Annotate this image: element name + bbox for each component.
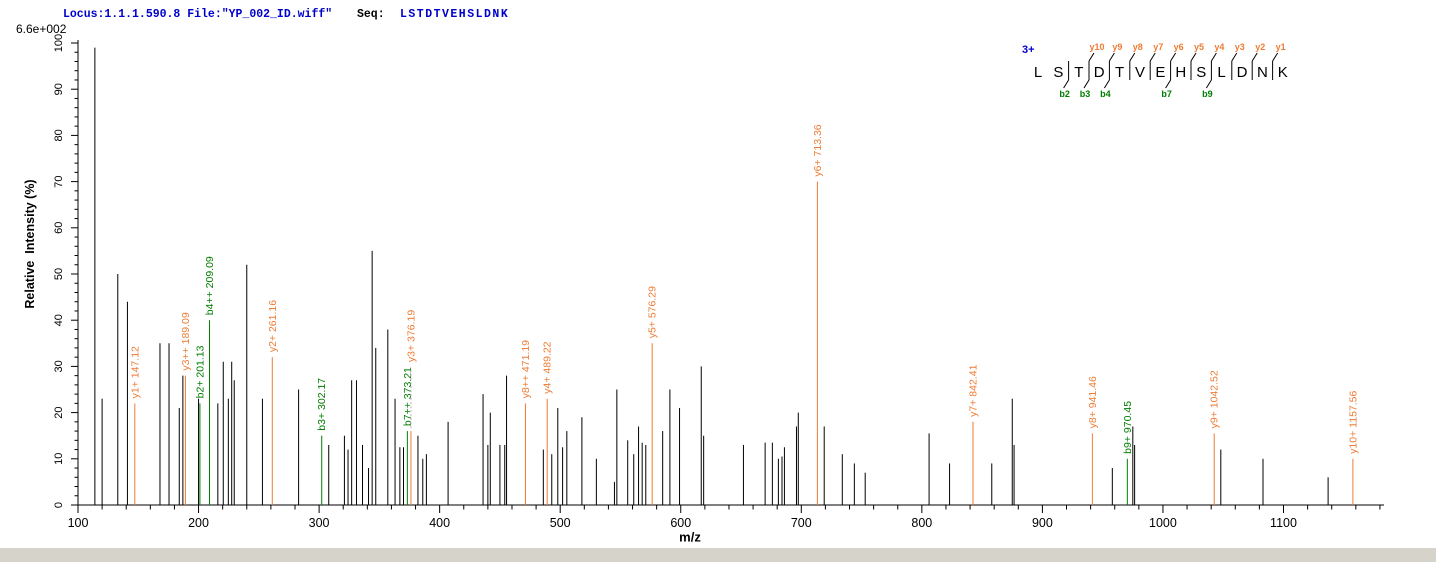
- fragment-mark-y-diagonal: [1088, 52, 1095, 62]
- fragment-mark-y-diagonal: [1231, 52, 1238, 62]
- peak-label-y7+: y7+ 842.41: [967, 364, 979, 416]
- fragment-mark-b-diagonal: [1063, 79, 1070, 89]
- fragment-mark-y-diagonal: [1149, 52, 1156, 62]
- peak-label-b7++: b7++ 373.21: [402, 367, 414, 426]
- b-ion-label: b4: [1100, 89, 1111, 99]
- fragment-mark-y-diagonal: [1108, 52, 1115, 62]
- peak-label-y3++: y3++ 189.09: [180, 312, 192, 371]
- y-tick-label: 90: [53, 83, 65, 95]
- residue-letter: L: [1034, 64, 1042, 81]
- x-tick-label: 600: [670, 516, 691, 530]
- fragment-mark-b-diagonal: [1083, 79, 1090, 89]
- residue-letter: L: [1217, 64, 1225, 81]
- fragment-mark-y-diagonal: [1210, 52, 1217, 62]
- seq-value: LSTDTVEHSLDNK: [400, 8, 510, 21]
- peak-label-y4+: y4+ 489.22: [542, 341, 554, 393]
- fragment-mark-b-diagonal: [1103, 79, 1110, 89]
- x-tick-label: 500: [550, 516, 571, 530]
- residue-letter: K: [1278, 64, 1288, 81]
- residue-letter: V: [1135, 64, 1145, 81]
- residue-letter: D: [1237, 64, 1248, 81]
- peak-label-b4++: b4++ 209.09: [204, 256, 216, 315]
- x-tick-label: 900: [1032, 516, 1053, 530]
- y-ion-label: y5: [1194, 42, 1204, 52]
- y-tick-label: 30: [53, 360, 65, 372]
- y-ion-label: y2: [1255, 42, 1265, 52]
- x-tick-label: 100: [68, 516, 89, 530]
- b-ion-label: b9: [1202, 89, 1213, 99]
- y-ion-label: y7: [1153, 42, 1163, 52]
- x-tick-label: 1000: [1149, 516, 1177, 530]
- seq-label: Seq:: [357, 8, 385, 21]
- y-tick-label: 0: [53, 502, 65, 508]
- fragment-mark-b-diagonal: [1205, 79, 1212, 89]
- residue-letter: S: [1053, 64, 1063, 81]
- y-tick-label: 20: [53, 406, 65, 418]
- y-ion-label: y4: [1214, 42, 1224, 52]
- residue-letter: T: [1115, 64, 1124, 81]
- y-ion-label: y8: [1133, 42, 1143, 52]
- y-tick-label: 10: [53, 453, 65, 465]
- residue-letter: H: [1175, 64, 1186, 81]
- window-chrome-strip: [0, 548, 1436, 562]
- fragment-mark-b-diagonal: [1165, 79, 1172, 89]
- peak-label-y5+: y5+ 576.29: [647, 286, 659, 338]
- locus-file-label: Locus:1.1.1.590.8 File:"YP_002_ID.wiff": [63, 8, 333, 21]
- y-tick-label: 60: [53, 222, 65, 234]
- peak-label-y8+: y8+ 941.46: [1087, 376, 1099, 428]
- y-tick-label: 70: [53, 175, 65, 187]
- fragment-mark-y-diagonal: [1190, 52, 1197, 62]
- residue-letter: S: [1196, 64, 1206, 81]
- x-tick-label: 800: [911, 516, 932, 530]
- y-ion-label: y3: [1235, 42, 1245, 52]
- y-tick-label: 50: [53, 268, 65, 280]
- b-ion-label: b2: [1059, 89, 1070, 99]
- peak-label-y10+: y10+ 1157.56: [1347, 390, 1359, 453]
- y-tick-label: 100: [53, 34, 65, 52]
- b-ion-label: b3: [1080, 89, 1091, 99]
- residue-letter: N: [1257, 64, 1268, 81]
- charge-state-label: 3+: [1022, 44, 1035, 56]
- peak-label-b2+: b2+ 201.13: [194, 345, 206, 398]
- y-ion-label: y9: [1112, 42, 1122, 52]
- peak-label-y6+: y6+ 713.36: [812, 124, 824, 176]
- peak-label-y8++: y8++ 471.19: [520, 340, 532, 399]
- y-ion-label: y10: [1089, 42, 1104, 52]
- base-peak-intensity: 6.6e+002: [16, 22, 67, 36]
- residue-letter: T: [1074, 64, 1083, 81]
- x-tick-label: 300: [309, 516, 330, 530]
- x-tick-label: 400: [429, 516, 450, 530]
- x-tick-label: 200: [188, 516, 209, 530]
- peak-label-y1+: y1+ 147.12: [129, 346, 141, 398]
- fragment-mark-y-diagonal: [1272, 52, 1279, 62]
- fragment-mark-y-diagonal: [1251, 52, 1258, 62]
- x-tick-label: 1100: [1270, 516, 1297, 530]
- y-tick-label: 40: [53, 314, 65, 326]
- peak-label-b3+: b3+ 302.17: [316, 378, 328, 431]
- residue-letter: E: [1155, 64, 1165, 81]
- y-tick-label: 80: [53, 129, 65, 141]
- x-axis-title: m/z: [679, 529, 701, 545]
- peak-label-y2+: y2+ 261.16: [267, 300, 279, 352]
- peak-label-y3+: y3+ 376.19: [405, 310, 417, 362]
- fragment-mark-y-diagonal: [1129, 52, 1136, 62]
- y-ion-label: y6: [1174, 42, 1184, 52]
- x-tick-label: 700: [791, 516, 812, 530]
- residue-letter: D: [1094, 64, 1105, 81]
- peak-label-y9+: y9+ 1042.52: [1209, 370, 1221, 428]
- b-ion-label: b7: [1161, 89, 1172, 99]
- y-ion-label: y1: [1276, 42, 1286, 52]
- fragment-mark-y-diagonal: [1170, 52, 1177, 62]
- peak-label-b9+: b9+ 970.45: [1122, 401, 1134, 454]
